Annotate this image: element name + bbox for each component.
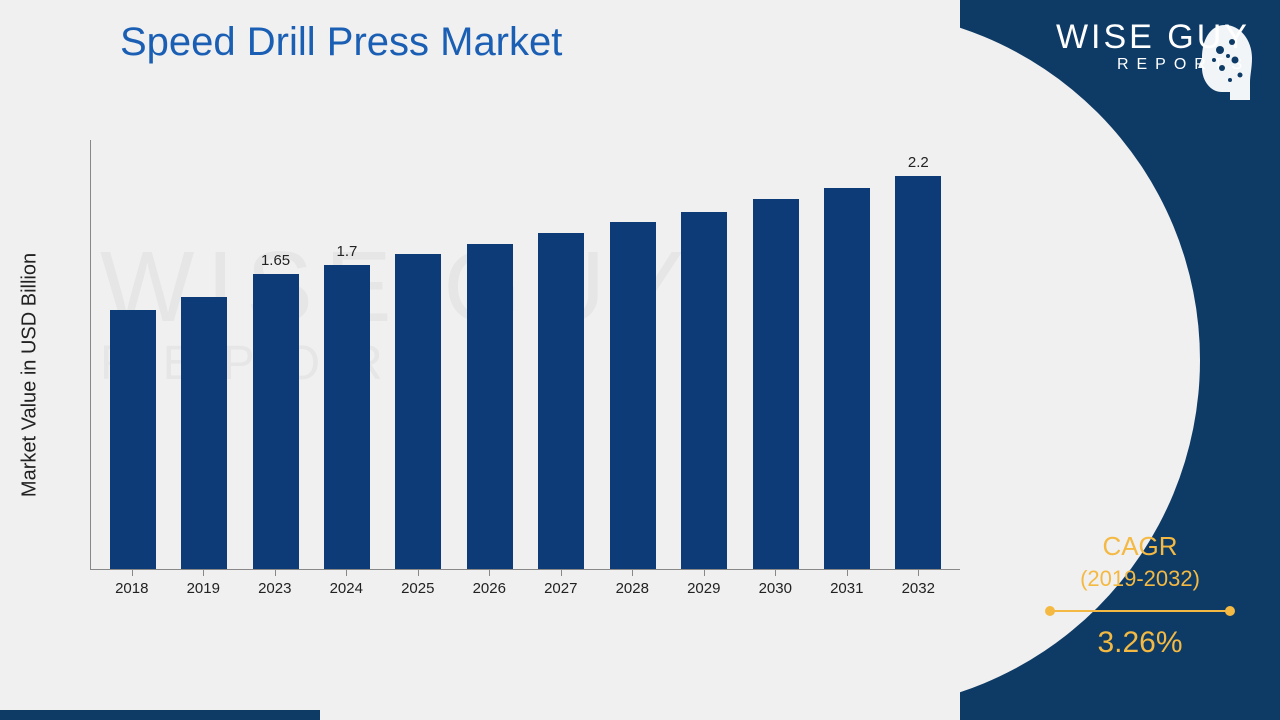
bar	[181, 297, 227, 569]
bar	[753, 199, 799, 569]
y-axis-label: Market Value in USD Billion	[19, 253, 42, 497]
bar-wrap	[740, 140, 811, 569]
x-tick-label: 2028	[597, 574, 669, 610]
x-tick-label: 2025	[382, 574, 454, 610]
bar-value-label: 2.2	[908, 154, 929, 172]
bar-wrap	[811, 140, 882, 569]
x-tick-label: 2018	[96, 574, 168, 610]
page-title: Speed Drill Press Market	[120, 20, 562, 65]
bar-chart: Market Value in USD Billion 1.651.72.2 2…	[60, 140, 960, 610]
bars-container: 1.65 1.7 2.2	[91, 140, 960, 569]
bar-value-label: 1.65	[261, 252, 290, 270]
x-tick-label: 2023	[239, 574, 311, 610]
bar-wrap: 2.2	[883, 140, 954, 569]
x-tick-label: 2024	[311, 574, 383, 610]
bar-wrap	[597, 140, 668, 569]
bar	[681, 212, 727, 570]
brand-logo: WISE GUY REPORTS	[1056, 20, 1250, 74]
x-tick-label: 2026	[454, 574, 526, 610]
bar-wrap	[526, 140, 597, 569]
x-tick-label: 2027	[525, 574, 597, 610]
bar	[610, 222, 656, 569]
cagr-block: CAGR (2019-2032) 3.26%	[1040, 531, 1240, 660]
x-tick-label: 2030	[740, 574, 812, 610]
cagr-divider	[1050, 610, 1230, 612]
x-tick-label: 2019	[168, 574, 240, 610]
cagr-value: 3.26%	[1040, 626, 1240, 660]
bar	[253, 274, 299, 569]
plot-area: 1.65 1.7 2.2	[90, 140, 960, 570]
head-network-icon	[1180, 20, 1260, 110]
bar-wrap	[668, 140, 739, 569]
bar	[895, 176, 941, 569]
bar-wrap	[454, 140, 525, 569]
bar	[467, 244, 513, 569]
bar	[324, 265, 370, 569]
bar	[824, 188, 870, 569]
bar	[538, 233, 584, 569]
bar-value-label: 1.7	[337, 243, 358, 261]
bar-wrap: 1.65	[240, 140, 311, 569]
x-tick-label: 2029	[668, 574, 740, 610]
bar-wrap	[168, 140, 239, 569]
bar-wrap	[97, 140, 168, 569]
x-tick-label: 2032	[883, 574, 955, 610]
x-axis-labels: 2018201920232024202520262027202820292030…	[90, 574, 960, 610]
cagr-range: (2019-2032)	[1040, 566, 1240, 592]
bar-wrap	[383, 140, 454, 569]
infographic-canvas: WISE GUY REPORTS Speed Drill Press Marke…	[0, 0, 1280, 720]
bottom-strip	[0, 710, 320, 720]
bar	[395, 254, 441, 569]
bar	[110, 310, 156, 569]
x-tick-label: 2031	[811, 574, 883, 610]
cagr-label: CAGR	[1040, 531, 1240, 562]
bar-wrap: 1.7	[311, 140, 382, 569]
